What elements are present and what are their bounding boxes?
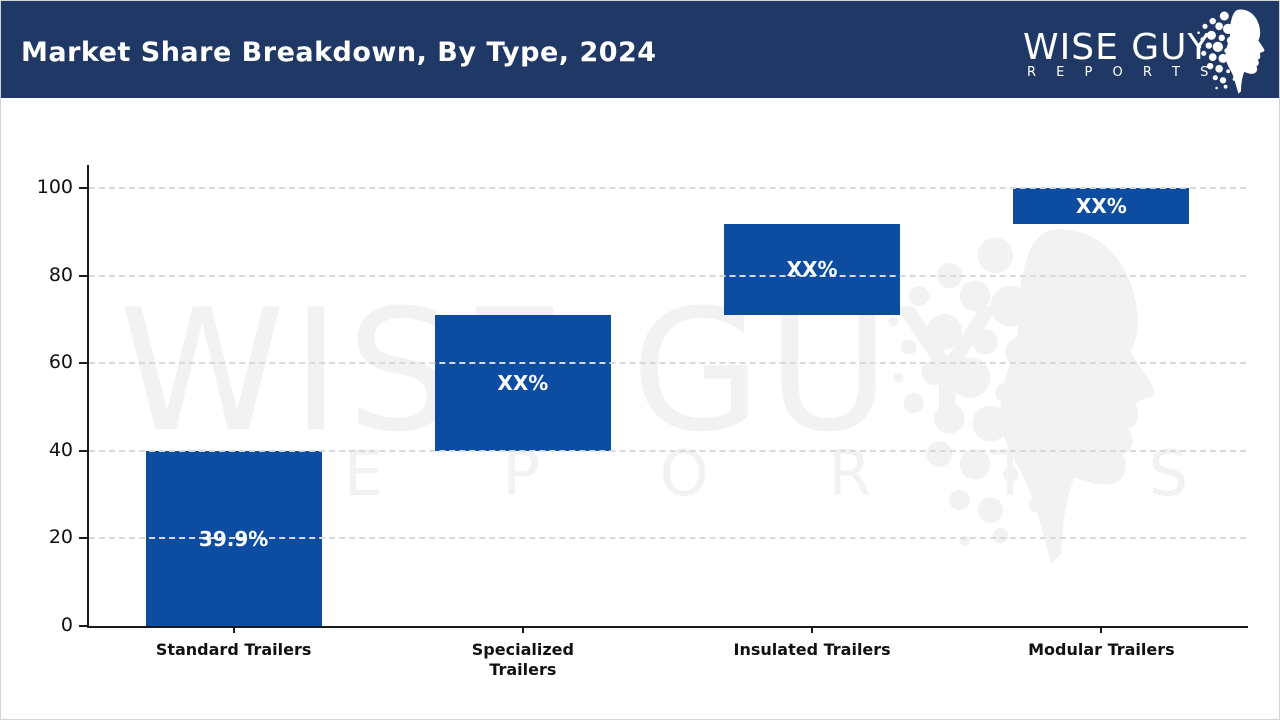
bar-value-label: 39.9% <box>198 526 269 551</box>
x-tick-mark <box>1100 626 1103 633</box>
y-tick-mark <box>79 274 87 277</box>
x-axis-line <box>87 626 1248 628</box>
y-tick-label: 80 <box>48 263 73 286</box>
x-category-label-line: Modular Trailers <box>1028 640 1175 659</box>
x-category-label-line: Insulated Trailers <box>733 640 891 659</box>
y-tick-label: 20 <box>48 526 73 549</box>
x-tick-mark <box>811 626 814 633</box>
y-axis-line <box>87 165 89 628</box>
bar-modular-trailers <box>1013 187 1190 224</box>
brand-logo: WISE GUY R E P O R T S <box>1023 5 1273 95</box>
y-tick-label: 40 <box>48 438 73 461</box>
y-tick-label: 100 <box>36 175 73 198</box>
watermark-face-icon <box>873 207 1179 589</box>
x-category-label: Specialized Trailers <box>413 640 633 680</box>
brand-name: WISE GUY <box>1023 27 1211 68</box>
x-tick-mark <box>521 626 524 633</box>
gridline-y-100 <box>89 186 1246 189</box>
bar-specialized-trailers <box>434 314 611 452</box>
x-category-label-line: Trailers <box>489 660 557 679</box>
x-category-label: Insulated Trailers <box>702 640 922 660</box>
wiseguy-face-icon <box>1191 7 1273 97</box>
page-title: Market Share Breakdown, By Type, 2024 <box>21 37 657 68</box>
brand-subtitle: R E P O R T S <box>1027 65 1217 80</box>
bar-value-label: XX% <box>1075 193 1127 218</box>
gridline-y-80 <box>89 274 1246 277</box>
y-tick-label: 0 <box>60 614 73 636</box>
bar-insulated-trailers <box>724 223 901 315</box>
bar-value-label: XX% <box>786 257 838 282</box>
x-tick-mark <box>232 626 235 633</box>
x-category-label: Standard Trailers <box>124 640 344 660</box>
x-category-label-line: Standard Trailers <box>155 640 312 659</box>
gridline-y-60 <box>89 362 1246 365</box>
y-tick-mark <box>79 625 87 627</box>
y-tick-mark <box>79 362 87 365</box>
gridline-y-40 <box>89 449 1246 452</box>
header-bar: Market Share Breakdown, By Type, 2024 WI… <box>1 1 1279 98</box>
y-tick-mark <box>79 537 87 540</box>
y-tick-label: 60 <box>48 351 73 374</box>
y-tick-mark <box>79 449 87 452</box>
bar-value-label: XX% <box>497 371 549 396</box>
x-category-label-line: Specialized <box>471 640 574 659</box>
y-tick-mark <box>79 186 87 189</box>
x-category-label: Modular Trailers <box>991 640 1211 660</box>
gridline-y-20 <box>89 537 1246 540</box>
